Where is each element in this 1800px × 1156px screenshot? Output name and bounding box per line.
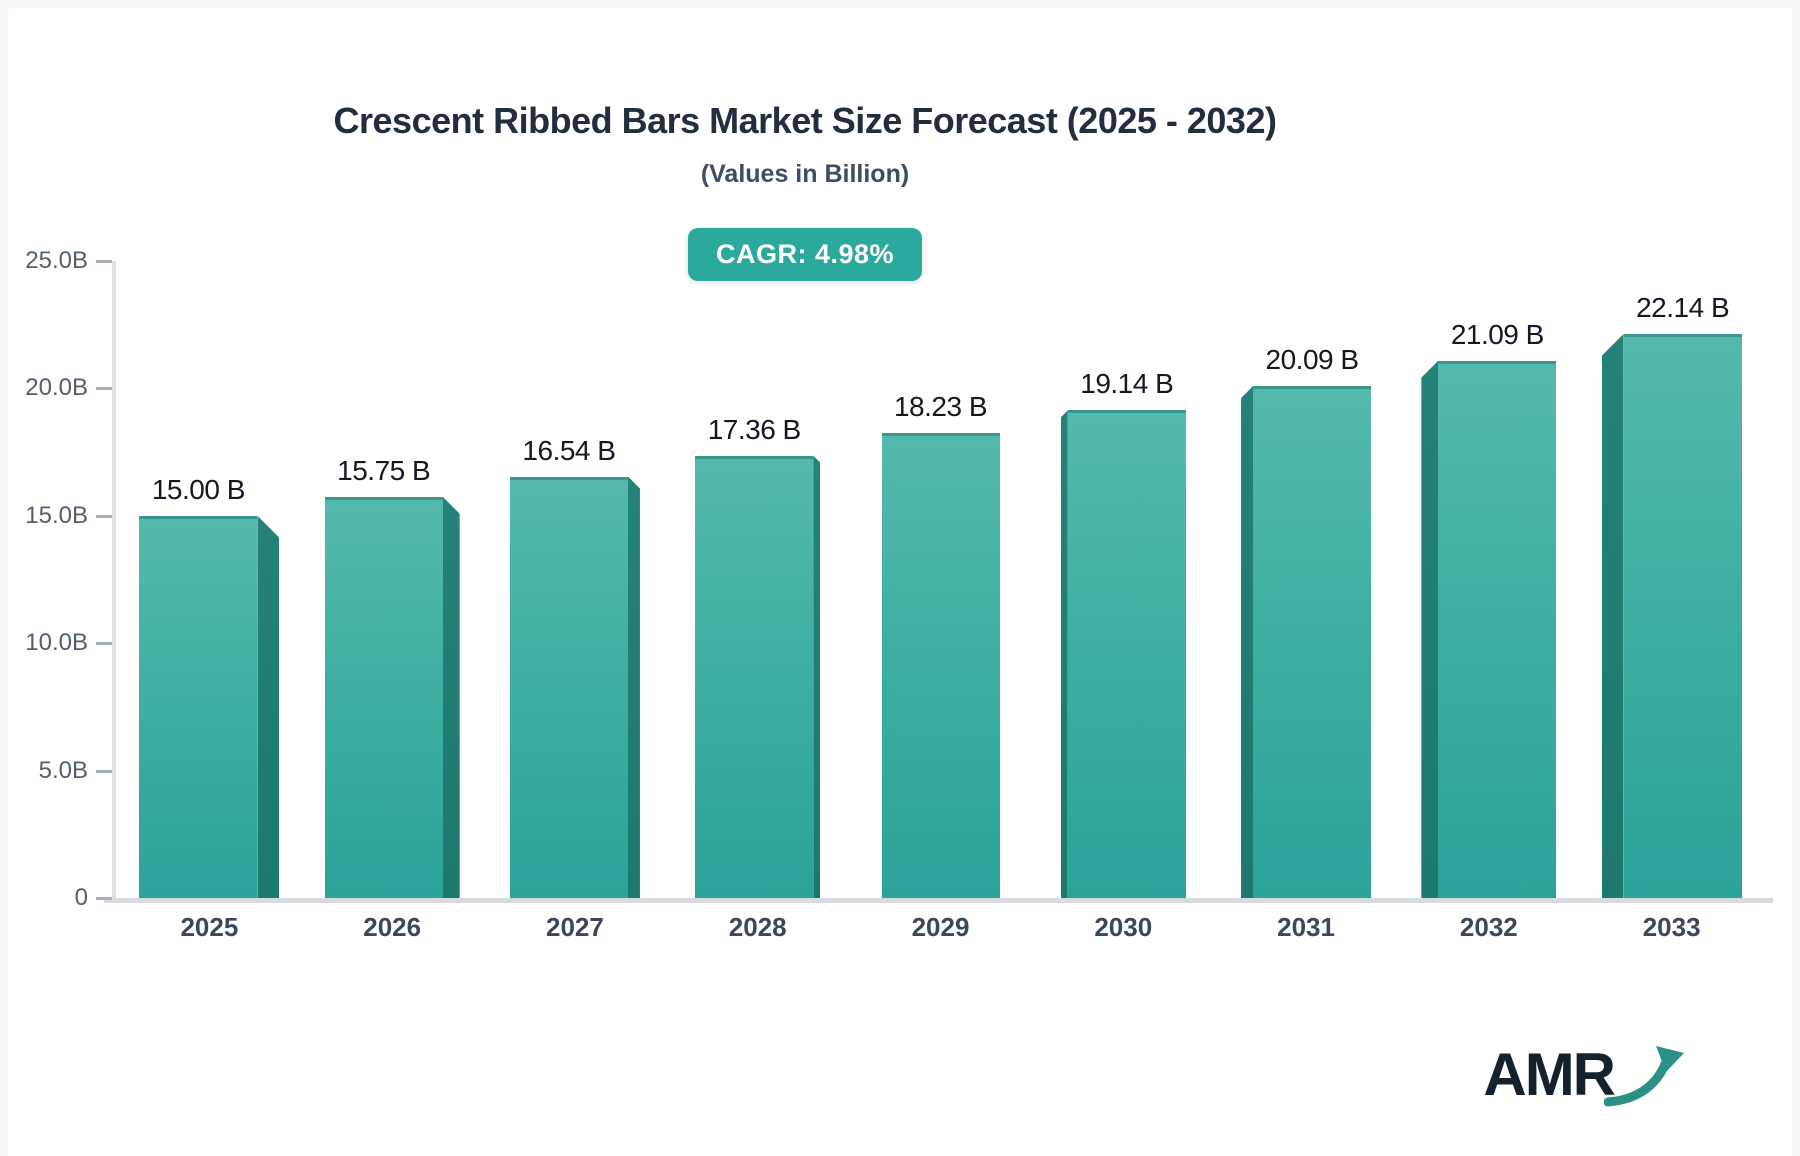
x-axis-label: 2028 (728, 912, 787, 942)
bar-2027[interactable] (509, 476, 640, 898)
bar-face (324, 496, 443, 898)
bar-value-label: 21.09 B (1450, 318, 1545, 350)
bar-side-shade (442, 496, 460, 898)
y-axis-tick-mark (96, 260, 112, 263)
amr-logo: AMR (1483, 1038, 1688, 1110)
x-axis-label: 2026 (363, 912, 422, 942)
y-axis-tick-mark (96, 387, 112, 391)
bar-value-label: 15.00 B (151, 473, 246, 505)
bar-side-shade (1421, 360, 1439, 898)
y-axis-tick-label: 15.0B (25, 501, 88, 529)
chart-title: Crescent Ribbed Bars Market Size Forecas… (333, 100, 1277, 141)
cagr-badge: CAGR: 4.98% (687, 228, 923, 281)
bar-face (695, 455, 814, 898)
cagr-label: CAGR: 4.98% (715, 239, 895, 269)
bar-2033[interactable] (1601, 333, 1742, 898)
x-axis-label: 2029 (911, 912, 970, 942)
x-axis-label: 2032 (1459, 912, 1518, 942)
bar-side-shade (257, 515, 280, 898)
y-axis-tick-label: 5.0B (38, 756, 88, 784)
bar-side-shade (1601, 333, 1624, 898)
bar-value-label: 18.23 B (893, 391, 988, 423)
bar-value-label: 20.09 B (1265, 344, 1360, 376)
bar-value-label: 19.14 B (1080, 368, 1174, 400)
bar-value-label: 22.14 B (1636, 291, 1730, 323)
bar-2028[interactable] (695, 455, 821, 898)
bar-2030[interactable] (1060, 410, 1186, 898)
y-axis-line (112, 261, 116, 898)
bar-face (1438, 360, 1557, 898)
y-axis-tick-mark (96, 642, 112, 646)
bar-chart: 0 5.0B 10.0B 15.0B 20.0B 25.0B 15.00 B 2025 15.7… (8, 8, 1792, 1156)
y-axis-tick-mark (96, 514, 112, 518)
y-axis-tick-label: 25.0B (25, 247, 88, 274)
x-axis-label: 2025 (180, 912, 239, 942)
bar-2031[interactable] (1241, 386, 1372, 898)
x-axis-label: 2030 (1094, 912, 1153, 942)
chart-card: Crescent Ribbed Bars Market Size Forecas… (8, 8, 1792, 1156)
x-axis-baseline (104, 898, 1773, 903)
bar-side-shade (813, 455, 821, 898)
bar-face (1067, 410, 1186, 898)
bar-face (1253, 386, 1372, 898)
bar-face (139, 515, 258, 898)
bar-face (1623, 333, 1742, 898)
bar-side-shade (1060, 410, 1068, 898)
amr-logo-text: AMR (1483, 1040, 1616, 1108)
bar-side-shade (1241, 386, 1254, 898)
x-axis-label: 2031 (1277, 912, 1335, 942)
bar-2025[interactable] (139, 515, 280, 898)
bar-2026[interactable] (324, 496, 460, 898)
bar-face (509, 476, 628, 898)
bar-face (881, 433, 1000, 898)
y-axis-tick-mark (96, 769, 112, 773)
x-axis-label: 2027 (546, 912, 604, 942)
y-axis-tick-label: 10.0B (25, 629, 88, 657)
y-axis-tick-label: 0 (74, 884, 88, 911)
y-axis-tick-label: 20.0B (25, 374, 88, 402)
bar-2032[interactable] (1421, 360, 1557, 898)
y-axis-tick-mark (96, 897, 112, 900)
bar-side-shade (627, 476, 640, 898)
chart-subtitle: (Values in Billion) (700, 160, 910, 188)
chart-header: Crescent Ribbed Bars Market Size Forecas… (8, 8, 1792, 189)
logo-growth-arrow-icon (1604, 1046, 1684, 1107)
bar-value-label: 15.75 B (337, 454, 431, 486)
bar-value-label: 17.36 B (707, 413, 802, 445)
bar-2029[interactable] (881, 433, 1000, 898)
bar-value-label: 16.54 B (522, 434, 616, 466)
x-axis-label: 2033 (1642, 912, 1701, 942)
